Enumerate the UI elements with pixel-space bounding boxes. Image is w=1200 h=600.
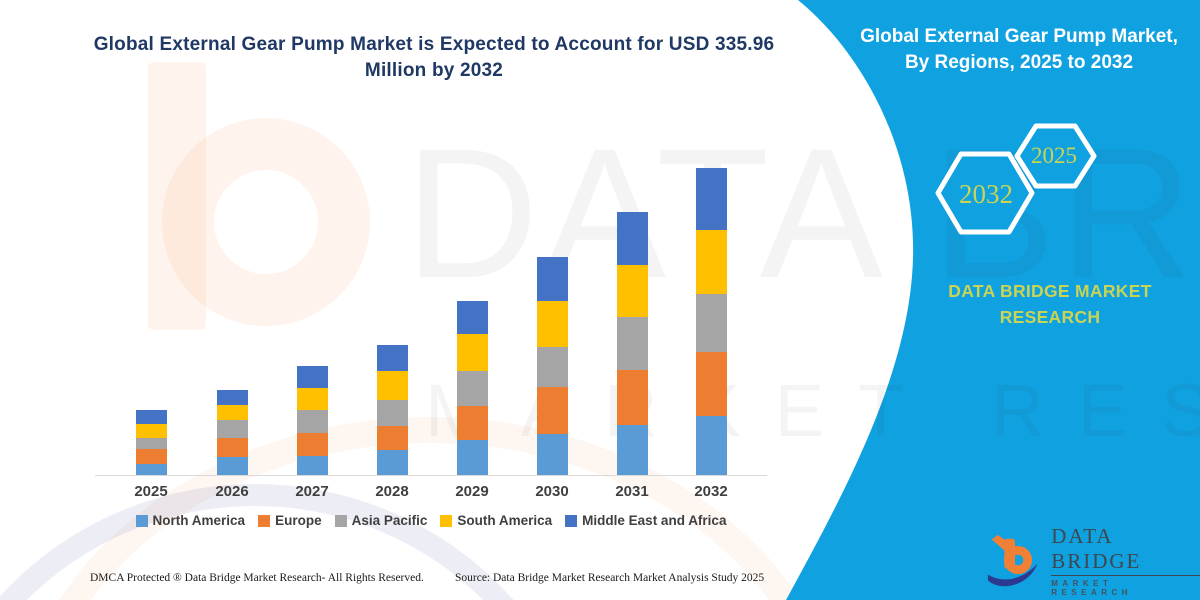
bar-2026 [216, 389, 248, 475]
bar-segment-north-america [376, 449, 408, 475]
legend-label-middle-east-and-africa: Middle East and Africa [582, 513, 727, 528]
bar-segment-north-america [536, 434, 568, 475]
legend-item-europe: Europe [258, 513, 322, 528]
bar-2032 [695, 168, 727, 475]
stacked-bar-chart [95, 130, 767, 475]
bar-segment-south-america [695, 230, 727, 294]
bar-segment-middle-east-and-africa [376, 344, 408, 371]
legend-swatch-europe [258, 514, 271, 527]
x-axis-label-2026: 2026 [215, 483, 249, 500]
bar-segment-asia-pacific [296, 410, 328, 434]
legend-label-asia-pacific: Asia Pacific [351, 513, 428, 528]
bar-segment-middle-east-and-africa [135, 410, 167, 425]
bar-segment-europe [536, 387, 568, 435]
legend-item-south-america: South America [440, 513, 552, 528]
bar-segment-europe [216, 438, 248, 458]
bar-segment-north-america [616, 424, 648, 475]
hexagon-2032 [935, 151, 1035, 235]
bar-segment-south-america [536, 300, 568, 348]
bar-segment-south-america [456, 333, 488, 371]
legend-label-europe: Europe [275, 513, 322, 528]
bar-segment-europe [695, 351, 727, 417]
bar-2027 [296, 366, 328, 475]
bar-segment-south-america [616, 265, 648, 317]
side-panel-brand-text: DATA BRIDGE MARKET RESEARCH [948, 281, 1152, 327]
bar-segment-asia-pacific [135, 438, 167, 450]
bar-segment-europe [296, 433, 328, 457]
chart-title: Global External Gear Pump Market is Expe… [93, 34, 775, 81]
bar-segment-north-america [135, 464, 167, 475]
side-panel-heading: Global External Gear Pump Market, By Reg… [860, 26, 1178, 73]
bar-segment-asia-pacific [216, 420, 248, 439]
brand-logo: DATA BRIDGE MARKET RESEARCH [985, 524, 1200, 597]
bar-segment-europe [135, 449, 167, 465]
bar-segment-asia-pacific [616, 316, 648, 371]
source-text: Source: Data Bridge Market Research Mark… [455, 572, 765, 584]
bar-2030 [536, 256, 568, 475]
x-axis-label-2028: 2028 [375, 483, 409, 500]
bar-segment-north-america [695, 416, 727, 475]
bar-segment-south-america [216, 405, 248, 421]
legend-label-north-america: North America [152, 513, 246, 528]
bar-segment-europe [376, 425, 408, 450]
bar-segment-north-america [216, 457, 248, 475]
x-axis-label-2031: 2031 [615, 483, 649, 500]
legend-swatch-south-america [440, 514, 453, 527]
bar-segment-asia-pacific [456, 370, 488, 407]
bar-segment-south-america [135, 424, 167, 439]
bar-segment-europe [456, 406, 488, 441]
dmca-copyright-text: DMCA Protected ® Data Bridge Market Rese… [90, 572, 424, 584]
bar-segment-asia-pacific [695, 293, 727, 352]
bar-2031 [616, 211, 648, 475]
bar-segment-middle-east-and-africa [616, 211, 648, 266]
bar-segment-middle-east-and-africa [536, 256, 568, 301]
legend-label-south-america: South America [457, 513, 553, 528]
hexagon-2025-label: 2025 [1031, 143, 1077, 168]
brand-logo-subtitle: MARKET RESEARCH [1051, 579, 1133, 597]
legend-swatch-north-america [135, 514, 148, 527]
legend-item-north-america: North America [135, 513, 246, 528]
x-axis-label-2030: 2030 [535, 483, 569, 500]
bar-segment-middle-east-and-africa [695, 168, 727, 231]
bar-2028 [376, 344, 408, 475]
x-axis-label-2032: 2032 [694, 483, 728, 500]
bar-segment-asia-pacific [536, 347, 568, 388]
x-axis-line [95, 475, 767, 476]
bar-segment-middle-east-and-africa [296, 366, 328, 389]
data-bridge-logo-icon [987, 534, 1038, 586]
bar-segment-middle-east-and-africa [216, 389, 248, 406]
legend-swatch-middle-east-and-africa [565, 514, 578, 527]
brand-logo-name: DATA BRIDGE [1051, 524, 1200, 576]
legend-swatch-asia-pacific [334, 514, 347, 527]
chart-legend: North America Europe Asia Pacific South Ame… [95, 513, 767, 528]
legend-item-asia-pacific: Asia Pacific [334, 513, 428, 528]
x-axis-label-2025: 2025 [134, 483, 168, 500]
bar-segment-south-america [296, 388, 328, 411]
bar-segment-north-america [456, 440, 488, 475]
x-axis-label-2027: 2027 [295, 483, 329, 500]
bar-segment-asia-pacific [376, 399, 408, 426]
legend-item-middle-east-and-africa: Middle East and Africa [565, 513, 726, 528]
bar-segment-middle-east-and-africa [456, 300, 488, 334]
bar-2025 [135, 410, 167, 475]
bar-segment-europe [616, 370, 648, 425]
bar-segment-north-america [296, 456, 328, 475]
bar-segment-south-america [376, 370, 408, 400]
bar-2029 [456, 300, 488, 475]
x-axis-label-2029: 2029 [455, 483, 489, 500]
x-axis-labels: 2025 2026 2027 2028 2029 2030 2031 2032 [95, 483, 767, 503]
hexagon-2032-label: 2032 [959, 179, 1013, 209]
hexagon-2025 [1014, 123, 1097, 189]
